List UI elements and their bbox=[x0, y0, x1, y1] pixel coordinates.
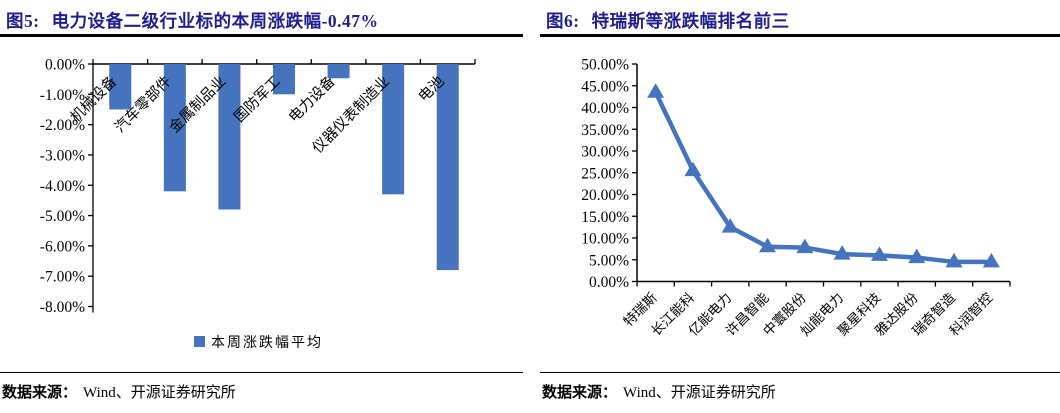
figure5-number: 图5: bbox=[6, 11, 40, 31]
svg-text:-6.00%: -6.00% bbox=[40, 238, 85, 255]
bar bbox=[109, 64, 132, 110]
figure6-source-label: 数据来源： bbox=[542, 385, 618, 401]
svg-text:10.00%: 10.00% bbox=[581, 231, 629, 248]
triangle-marker bbox=[945, 252, 963, 268]
svg-text:0.00%: 0.00% bbox=[45, 57, 85, 74]
svg-text:-7.00%: -7.00% bbox=[40, 269, 85, 286]
svg-text:15.00%: 15.00% bbox=[581, 209, 629, 226]
line-series bbox=[647, 83, 1000, 268]
figure6-panel: 图6: 特瑞斯等涨跌幅排名前三 50.00% 45.00% 40.00% 35.00% 3… bbox=[540, 0, 1060, 413]
bar bbox=[218, 64, 241, 210]
figure6-source: 数据来源： Wind、开源证券研究所 bbox=[540, 372, 1060, 402]
triangle-marker bbox=[796, 238, 814, 254]
figure5-source-text: Wind、开源证券研究所 bbox=[83, 385, 236, 401]
bar bbox=[163, 64, 186, 192]
bars bbox=[109, 64, 459, 271]
figure6-line-chart: 50.00% 45.00% 40.00% 35.00% 30.00% 25.00% 20.0… bbox=[581, 57, 1011, 339]
bar bbox=[327, 64, 350, 79]
figure5-title-text: 电力设备二级行业标的本周涨跌幅-0.47% bbox=[51, 11, 379, 31]
svg-text:40.00%: 40.00% bbox=[581, 100, 629, 117]
svg-text:-2.00%: -2.00% bbox=[40, 117, 85, 134]
figure5-source-label: 数据来源： bbox=[2, 385, 78, 401]
svg-text:50.00%: 50.00% bbox=[581, 57, 629, 74]
svg-text:-1.00%: -1.00% bbox=[40, 87, 85, 104]
svg-text:-8.00%: -8.00% bbox=[40, 299, 85, 316]
y-axis: 50.00% 45.00% 40.00% 35.00% 30.00% 25.00% 20.0… bbox=[581, 57, 638, 291]
figure5-source: 数据来源： Wind、开源证券研究所 bbox=[0, 372, 523, 402]
y-axis: 0.00% -1.00% -2.00% -3.00% -4.00% -5.00% -6.00… bbox=[40, 57, 94, 316]
triangle-marker bbox=[833, 245, 851, 260]
svg-text:30.00%: 30.00% bbox=[581, 144, 629, 161]
figure6-title-text: 特瑞斯等涨跌幅排名前三 bbox=[591, 11, 790, 31]
figure5-bar-chart: 0.00% -1.00% -2.00% -3.00% -4.00% -5.00% -6.00… bbox=[40, 57, 476, 351]
figure6-source-text: Wind、开源证券研究所 bbox=[623, 385, 776, 401]
svg-text:20.00%: 20.00% bbox=[581, 187, 629, 204]
triangle-marker bbox=[870, 246, 888, 261]
svg-text:-4.00%: -4.00% bbox=[40, 178, 85, 195]
bar bbox=[273, 64, 295, 95]
triangle-marker bbox=[759, 237, 777, 253]
svg-text:25.00%: 25.00% bbox=[581, 165, 629, 182]
figure6-title: 图6: 特瑞斯等涨跌幅排名前三 bbox=[540, 0, 1060, 37]
svg-text:35.00%: 35.00% bbox=[581, 122, 629, 139]
triangle-marker bbox=[721, 218, 739, 233]
legend: 本周涨跌幅平均 bbox=[194, 335, 323, 351]
svg-text:5.00%: 5.00% bbox=[589, 252, 629, 269]
bar bbox=[382, 64, 405, 195]
figure6-number: 图6: bbox=[546, 11, 580, 31]
svg-text:45.00%: 45.00% bbox=[581, 78, 629, 95]
figure5-panel: 图5: 电力设备二级行业标的本周涨跌幅-0.47% 0.00% -1.00% -2.0… bbox=[0, 0, 523, 413]
svg-text:-3.00%: -3.00% bbox=[40, 147, 85, 164]
legend-swatch bbox=[194, 336, 205, 347]
triangle-marker bbox=[908, 248, 926, 264]
triangle-marker bbox=[684, 161, 702, 177]
svg-text:本周涨跌幅平均: 本周涨跌幅平均 bbox=[211, 335, 323, 351]
triangle-marker bbox=[647, 83, 665, 98]
figure5-title: 图5: 电力设备二级行业标的本周涨跌幅-0.47% bbox=[0, 0, 523, 37]
x-axis bbox=[636, 280, 1011, 287]
svg-text:-5.00%: -5.00% bbox=[40, 208, 85, 225]
bar bbox=[436, 64, 459, 271]
category-axis bbox=[92, 59, 476, 65]
svg-text:0.00%: 0.00% bbox=[589, 274, 629, 291]
triangle-marker bbox=[982, 252, 1000, 268]
